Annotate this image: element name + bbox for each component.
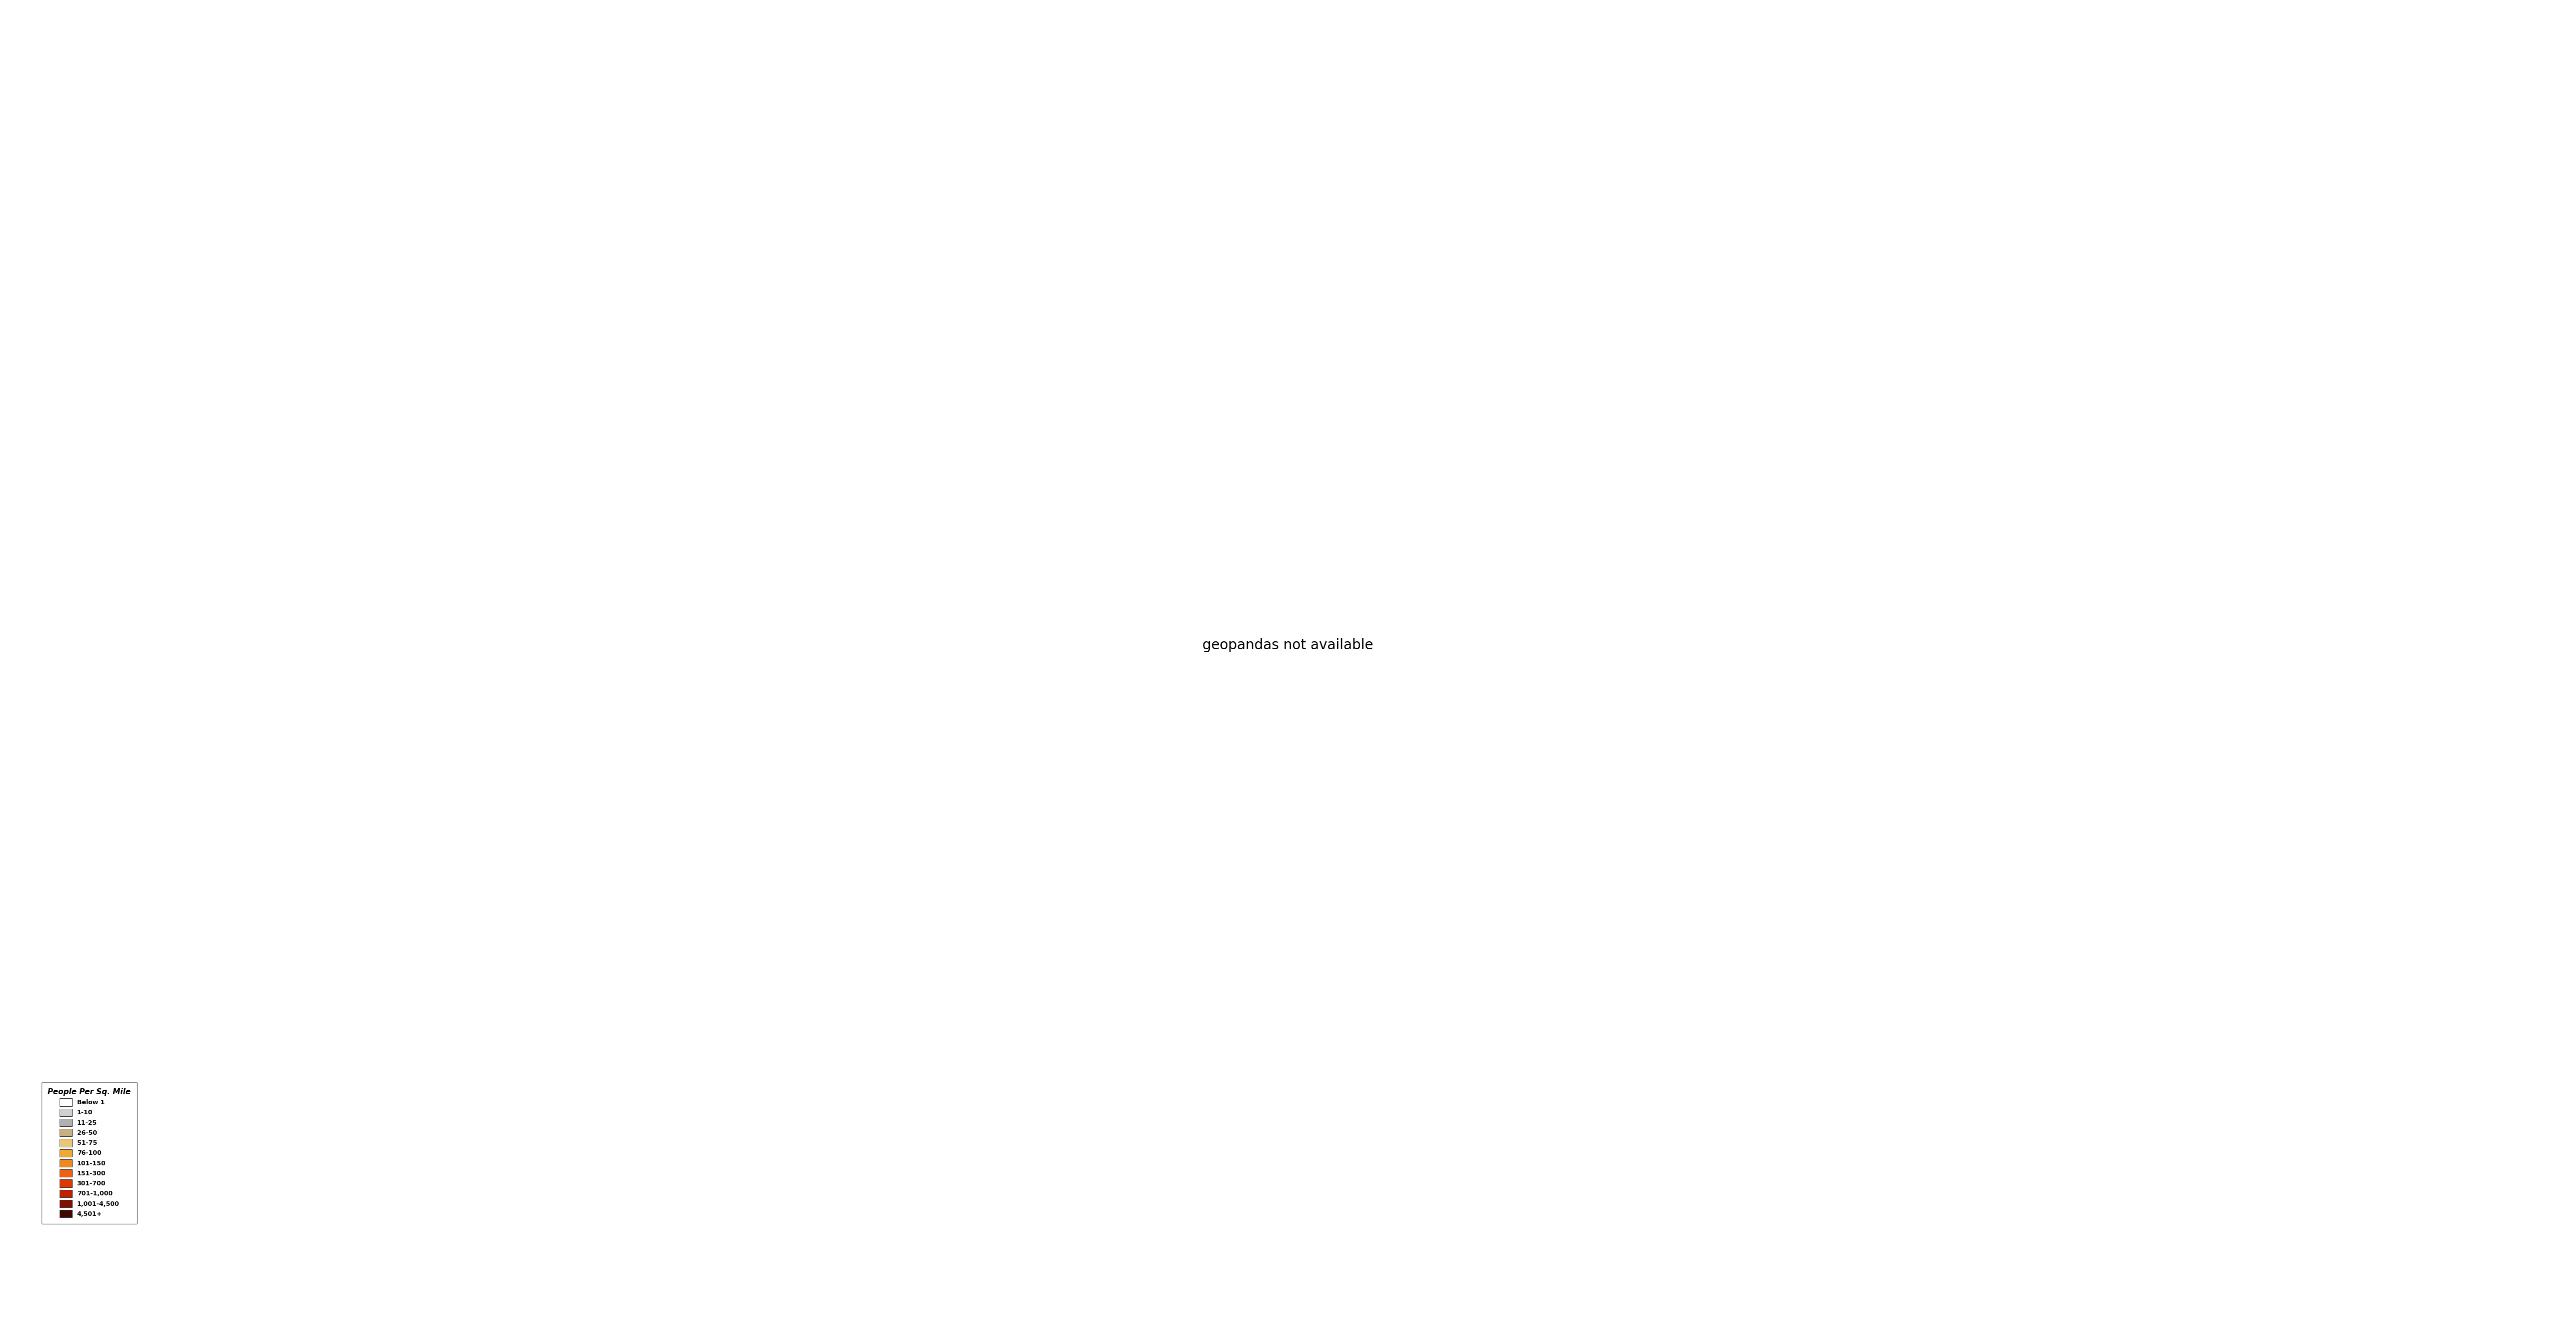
Text: geopandas not available: geopandas not available <box>1203 639 1373 652</box>
Legend: Below 1, 1-10, 11-25, 26-50, 51-75, 76-100, 101-150, 151-300, 301-700, 701-1,000: Below 1, 1-10, 11-25, 26-50, 51-75, 76-1… <box>41 1083 137 1223</box>
